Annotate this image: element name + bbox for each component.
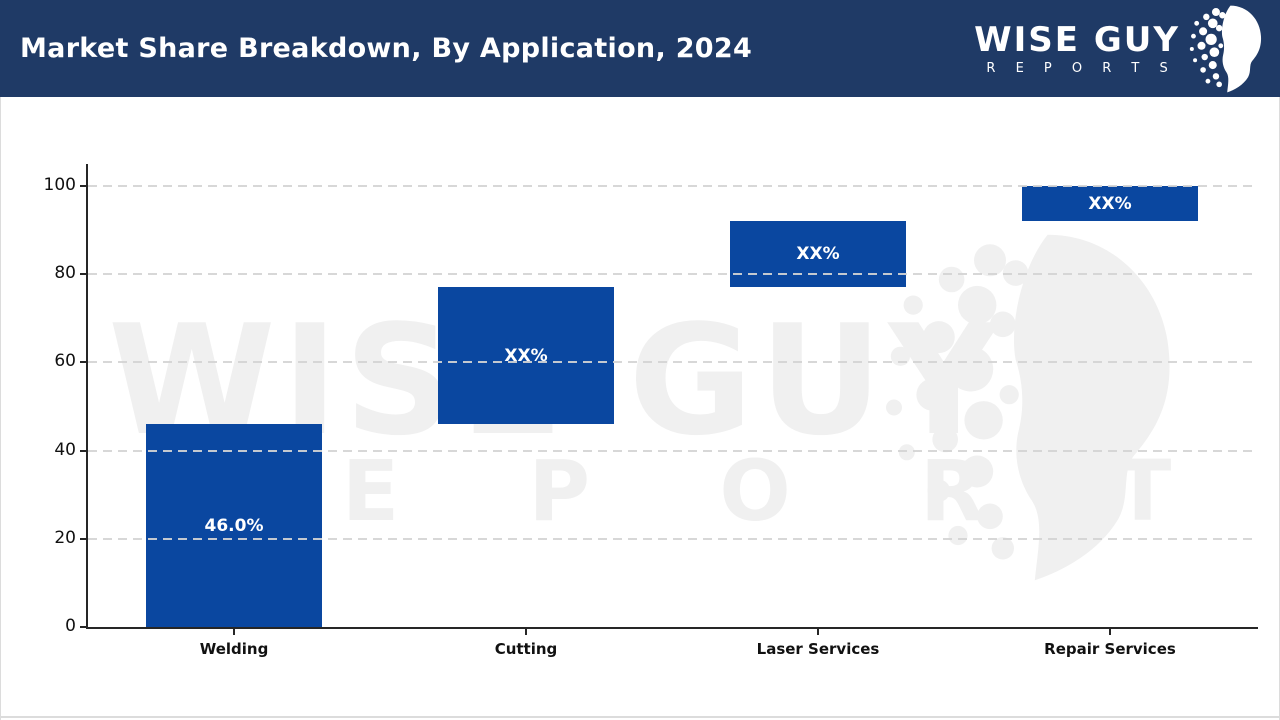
wise-guy-reports-logo: WISE GUY R E P O R T S: [974, 4, 1266, 94]
y-tick-label-40: 40: [54, 439, 76, 460]
bar-repair-services: [1022, 186, 1198, 222]
y-tick-mark-40: [80, 449, 87, 452]
logo-text: WISE GUY R E P O R T S: [974, 23, 1180, 75]
y-tick-mark-80: [80, 273, 87, 276]
bar-value-label: XX%: [1088, 193, 1132, 214]
y-tick-mark-20: [80, 537, 87, 540]
y-tick-mark-0: [80, 626, 87, 628]
x-axis-category-label: Welding: [199, 640, 269, 658]
watermark-head-icon: [886, 234, 1170, 581]
chart-header: Market Share Breakdown, By Application, …: [0, 0, 1280, 97]
gridline-60: [88, 361, 1256, 364]
y-tick-label-80: 80: [54, 263, 76, 284]
x-axis-category-label: Laser Services: [756, 640, 880, 658]
x-tick-mark: [525, 629, 527, 635]
plot-area: WISE GUY R E P O R T S 02040608010046.0%…: [0, 97, 1280, 720]
gridline-40: [88, 449, 1256, 452]
wise-guy-head-icon: [1189, 5, 1262, 92]
y-tick-mark-100: [80, 185, 87, 187]
x-tick-mark: [233, 629, 235, 635]
bar-cutting: [438, 287, 614, 425]
chart-title: Market Share Breakdown, By Application, …: [20, 33, 753, 64]
x-tick-mark: [817, 629, 819, 635]
y-tick-label-60: 60: [54, 351, 76, 372]
gridline-20: [88, 537, 1256, 540]
logo-wordmark: WISE GUY: [974, 19, 1180, 60]
y-tick-label-100: 100: [43, 175, 76, 195]
bar-laser-services: [730, 221, 906, 288]
bar-value-label: 46.0%: [204, 515, 264, 536]
x-axis-category-label: Repair Services: [1044, 640, 1176, 658]
y-axis-line: [86, 163, 88, 629]
x-axis-category-label: Cutting: [494, 640, 558, 658]
gridline-100: [88, 185, 1256, 187]
gridline-80: [88, 273, 1256, 276]
y-tick-label-20: 20: [54, 527, 76, 548]
card-border-left: [0, 97, 1, 720]
card-border-bottom: [0, 716, 1280, 718]
logo-subtitle: R E P O R T S: [986, 60, 1176, 76]
y-tick-mark-60: [80, 361, 87, 364]
bar-welding: [146, 424, 322, 627]
bar-value-label: XX%: [796, 244, 840, 265]
x-tick-mark: [1109, 629, 1111, 635]
bar-value-label: XX%: [504, 345, 548, 366]
y-tick-label-0: 0: [65, 616, 76, 636]
x-axis-line: [86, 627, 1258, 629]
